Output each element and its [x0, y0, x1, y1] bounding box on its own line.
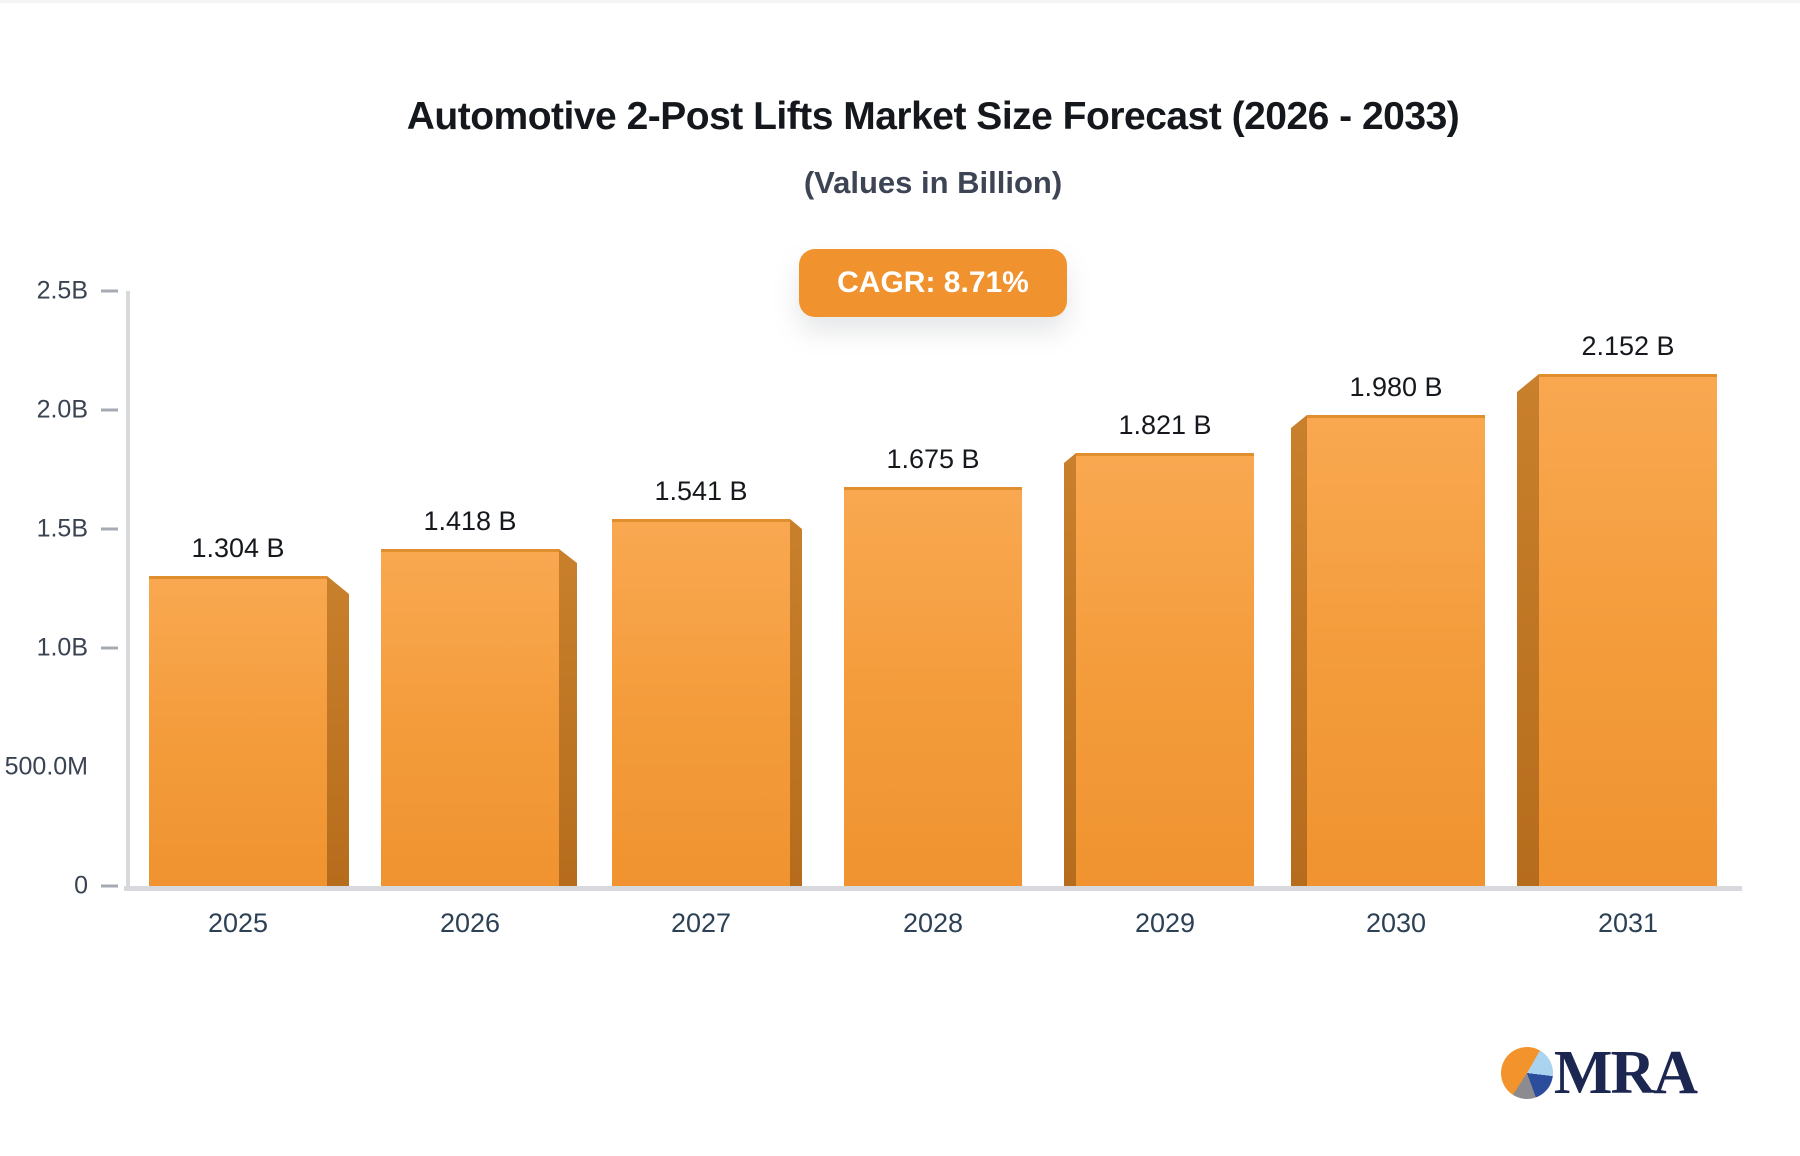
- bar-3d-side: [790, 519, 802, 886]
- bar-3d-side: [1064, 453, 1076, 886]
- bar-face: [1307, 415, 1485, 886]
- chart-header: Automotive 2-Post Lifts Market Size Fore…: [66, 3, 1800, 317]
- bar-2029[interactable]: 1.821 B 2029: [1064, 410, 1254, 938]
- y-axis-tick-dash: [101, 527, 118, 531]
- x-axis-label: 2028: [902, 908, 964, 938]
- x-axis-label: 2030: [1365, 908, 1427, 938]
- bar-value-label: 1.821 B: [1118, 410, 1212, 440]
- page-title: Automotive 2-Post Lifts Market Size Fore…: [406, 95, 1460, 138]
- bar-face: [1539, 374, 1717, 886]
- bar-2026[interactable]: 1.418 B 2026: [381, 506, 577, 938]
- brand-logo: MRA: [1500, 1039, 1698, 1107]
- x-axis-label: 2026: [439, 908, 501, 938]
- y-axis-tick: 0: [0, 872, 130, 901]
- bar-face: [612, 519, 790, 886]
- bar-face: [1076, 453, 1254, 886]
- bar-value-label: 2.152 B: [1581, 331, 1675, 361]
- y-axis-tick: 2.5B: [0, 277, 130, 306]
- cagr-badge: CAGR: 8.71%: [799, 249, 1067, 317]
- bar-value-label: 1.675 B: [886, 444, 980, 474]
- y-axis-tick-label: 1.0B: [36, 633, 88, 662]
- y-axis-tick-label: 2.5B: [36, 276, 88, 305]
- y-axis-tick-label: 0: [74, 871, 88, 900]
- bar-face: [149, 576, 327, 886]
- y-axis-tick-dash: [101, 408, 118, 412]
- y-axis-tick: 2.0B: [0, 396, 130, 425]
- bar-3d-side: [1291, 415, 1307, 886]
- bar-face: [844, 487, 1022, 886]
- bar-3d-side: [327, 576, 349, 886]
- bar-3d-side: [1517, 374, 1539, 886]
- y-axis-tick-dash: [101, 884, 118, 888]
- bar-2031[interactable]: 2.152 B 2031: [1517, 331, 1717, 938]
- chart-subtitle: (Values in Billion): [803, 165, 1063, 200]
- bar-value-label: 1.304 B: [191, 533, 285, 563]
- bar-value-label: 1.980 B: [1349, 372, 1443, 402]
- y-axis-line: [126, 291, 130, 886]
- y-axis-tick-label: 1.5B: [36, 514, 88, 543]
- plot-area: 0 500.0M 1.0B 1.5B 2.0B 2.5B 1.304 B 2025 1.418…: [5, 277, 1742, 938]
- x-axis-label: 2025: [207, 908, 269, 938]
- x-axis-line: [124, 886, 1742, 891]
- y-axis-tick: 1.5B: [0, 515, 130, 544]
- bar-value-label: 1.418 B: [423, 506, 517, 536]
- y-axis-tick-dash: [101, 289, 118, 293]
- y-axis-tick: 500.0M: [0, 753, 130, 782]
- x-axis-label: 2031: [1597, 908, 1659, 938]
- brand-logo-text: MRA: [1553, 1039, 1698, 1107]
- bar-face: [381, 549, 559, 886]
- x-axis-label: 2029: [1134, 908, 1196, 938]
- bar-2025[interactable]: 1.304 B 2025: [149, 533, 349, 938]
- bar-value-label: 1.541 B: [654, 476, 748, 506]
- pie-chart-icon: [1500, 1047, 1553, 1099]
- bar-3d-side: [559, 549, 577, 886]
- y-axis-tick: 1.0B: [0, 634, 130, 663]
- y-axis-tick-dash: [101, 646, 118, 650]
- y-axis-tick-label: 500.0M: [4, 752, 88, 781]
- bar-2028[interactable]: 1.675 B 2028: [844, 444, 1022, 938]
- bar-2030[interactable]: 1.980 B 2030: [1291, 372, 1485, 938]
- y-axis-tick-label: 2.0B: [36, 395, 88, 424]
- bar-2027[interactable]: 1.541 B 2027: [612, 476, 802, 938]
- x-axis-label: 2027: [670, 908, 732, 938]
